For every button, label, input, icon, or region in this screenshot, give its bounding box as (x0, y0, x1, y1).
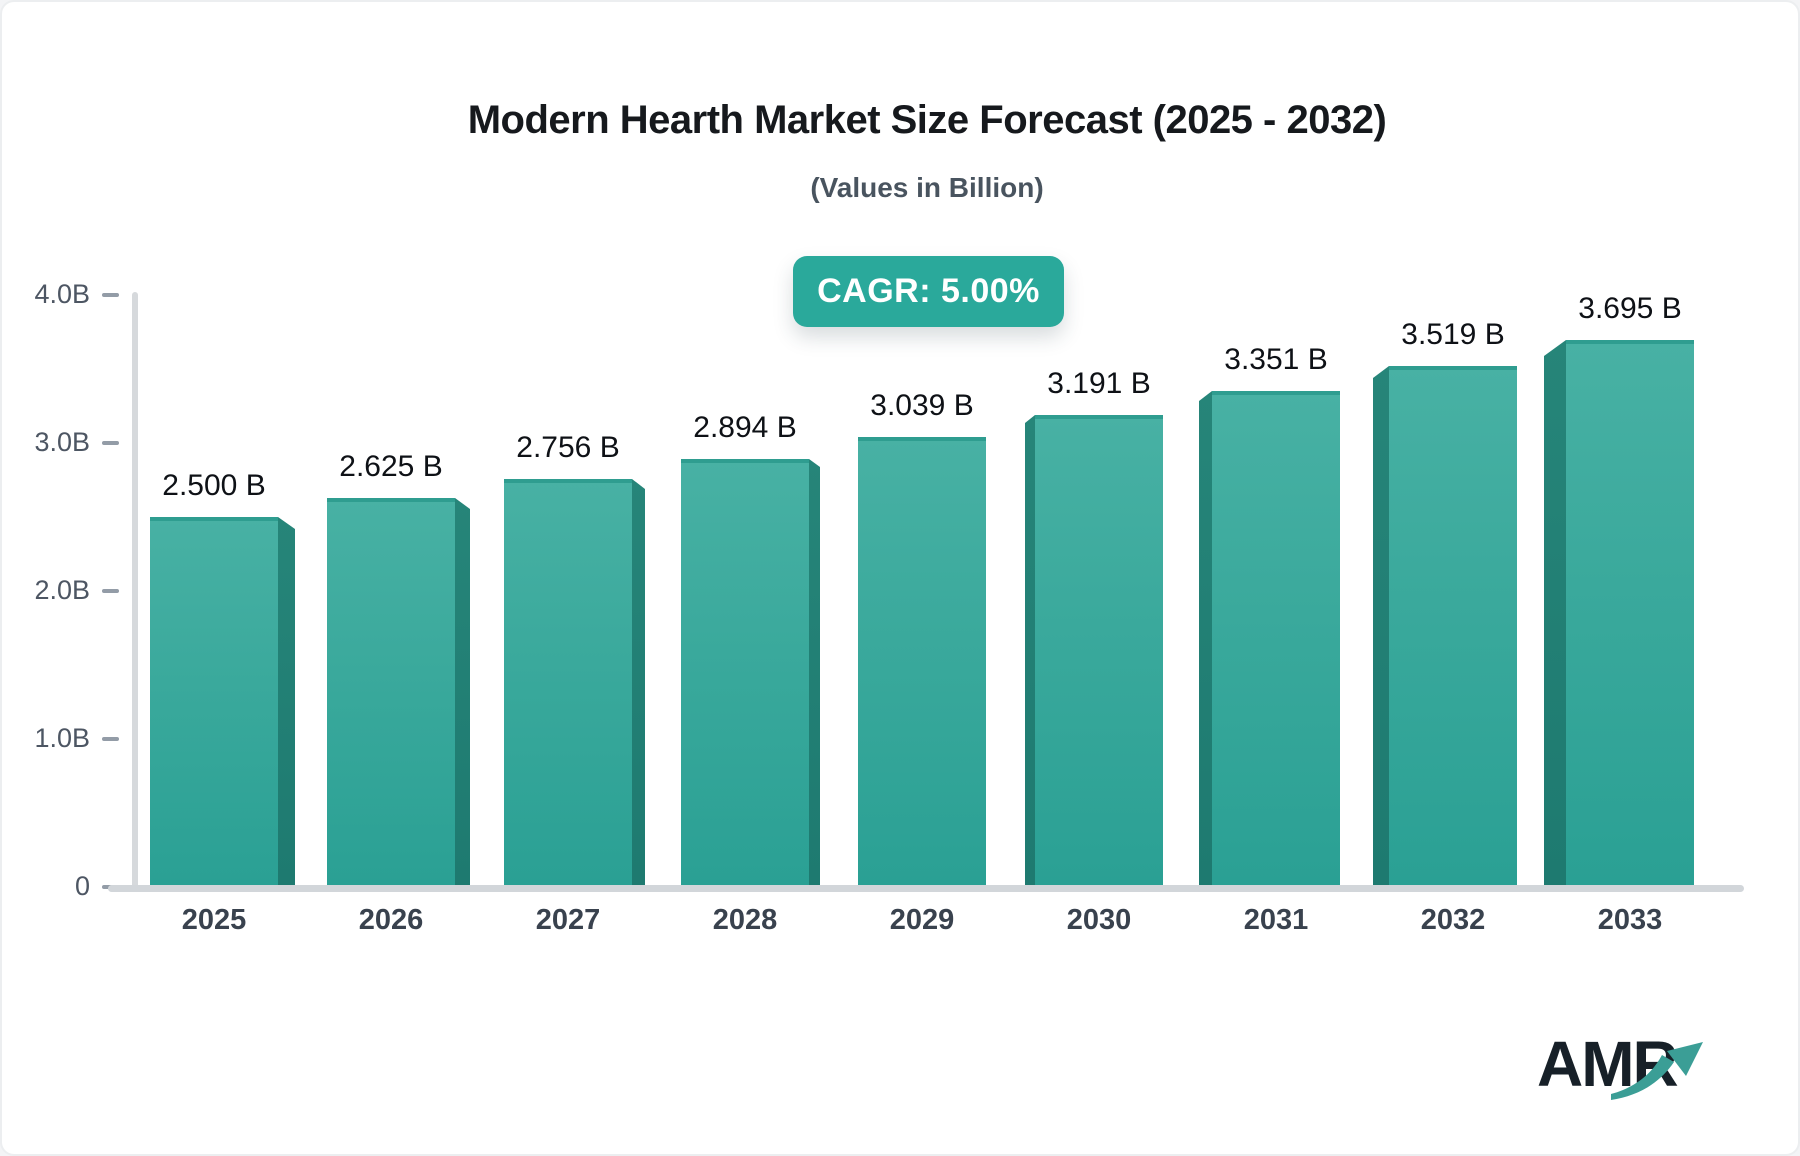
bar-value-label: 3.519 B (1401, 318, 1505, 351)
y-axis-tick-label: 0 (74, 871, 90, 901)
bar-side-2033 (1544, 340, 1566, 887)
bar-2030 (1035, 415, 1163, 887)
chart-subtitle: (Values in Billion) (810, 172, 1044, 203)
bar-side-2030 (1025, 415, 1035, 887)
x-axis-label-2029: 2029 (889, 904, 955, 936)
amr-logo: AMR (1537, 1032, 1722, 1112)
cagr-badge: CAGR: 5.00% (793, 256, 1064, 327)
y-axis-tick-mark (102, 737, 119, 741)
chart-title: Modern Hearth Market Size Forecast (2025… (467, 98, 1387, 142)
y-axis-tick-label: 1.0B (34, 723, 90, 753)
x-axis-label-2030: 2030 (1066, 904, 1132, 936)
x-axis-label-2028: 2028 (712, 904, 778, 936)
x-axis-label-2027: 2027 (535, 904, 601, 936)
y-axis-tick-mark (102, 441, 119, 445)
x-axis-label-2026: 2026 (358, 904, 424, 936)
bar-side-2027 (632, 479, 645, 887)
bar-value-label: 2.756 B (516, 431, 620, 464)
x-axis-label-2025: 2025 (181, 904, 247, 936)
bar-value-label: 3.039 B (870, 389, 974, 422)
bar-2032 (1389, 366, 1517, 887)
bar-side-2026 (455, 498, 470, 887)
x-axis-label-2031: 2031 (1243, 904, 1309, 936)
bar-side-2025 (278, 517, 295, 887)
bar-2028 (681, 459, 809, 887)
bar-2031 (1212, 391, 1340, 887)
bar-2026 (327, 498, 455, 887)
y-axis-tick-label: 3.0B (34, 427, 90, 457)
x-axis-baseline (108, 885, 1744, 892)
bar-side-2032 (1373, 366, 1389, 887)
trend-arrow-icon (1611, 1042, 1703, 1100)
bar-value-label: 2.625 B (339, 450, 443, 483)
bar-value-label: 3.351 B (1224, 343, 1328, 376)
bar-value-label: 3.191 B (1047, 367, 1151, 400)
amr-logo-text: AMR (1537, 1028, 1679, 1100)
y-axis-line (132, 292, 138, 888)
y-axis-tick-label: 4.0B (34, 279, 90, 309)
y-axis-tick-mark (102, 293, 119, 297)
bar-2025 (150, 517, 278, 887)
x-axis-label-2032: 2032 (1420, 904, 1486, 936)
bar-value-label: 2.500 B (162, 469, 266, 502)
bar-value-label: 2.894 B (693, 411, 797, 444)
bar-2033 (1566, 340, 1694, 887)
bar-value-label: 3.695 B (1578, 292, 1682, 325)
x-axis-label-2033: 2033 (1597, 904, 1663, 936)
bar-side-2031 (1199, 391, 1212, 887)
y-axis-tick-mark (102, 589, 119, 593)
bar-2029 (858, 437, 986, 887)
bar-2027 (504, 479, 632, 887)
y-axis-tick-label: 2.0B (34, 575, 90, 605)
bar-side-2028 (809, 459, 820, 887)
